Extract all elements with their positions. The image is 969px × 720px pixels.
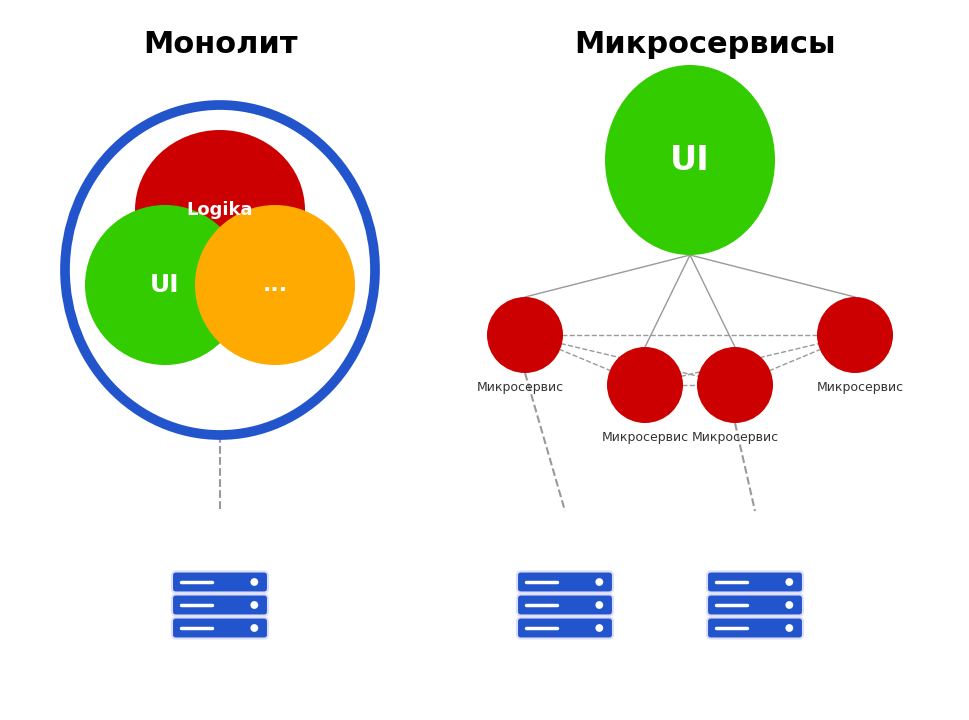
Circle shape: [785, 624, 793, 632]
FancyBboxPatch shape: [516, 618, 612, 639]
Circle shape: [195, 205, 355, 365]
FancyBboxPatch shape: [172, 595, 267, 616]
Text: Микросервис: Микросервис: [691, 431, 778, 444]
Circle shape: [85, 205, 245, 365]
Circle shape: [816, 297, 892, 373]
FancyBboxPatch shape: [706, 595, 802, 616]
FancyBboxPatch shape: [706, 572, 802, 593]
Circle shape: [250, 578, 258, 586]
FancyBboxPatch shape: [706, 618, 802, 639]
Circle shape: [595, 601, 603, 609]
Text: Микросервис: Микросервис: [601, 431, 688, 444]
Circle shape: [785, 601, 793, 609]
Text: Микросервисы: Микросервисы: [574, 30, 835, 59]
Circle shape: [607, 347, 682, 423]
Circle shape: [250, 601, 258, 609]
FancyBboxPatch shape: [516, 595, 612, 616]
Circle shape: [486, 297, 562, 373]
Text: UI: UI: [150, 273, 179, 297]
Circle shape: [595, 578, 603, 586]
Circle shape: [250, 624, 258, 632]
Ellipse shape: [605, 65, 774, 255]
FancyBboxPatch shape: [172, 618, 267, 639]
Circle shape: [697, 347, 772, 423]
Text: Монолит: Монолит: [142, 30, 297, 59]
Text: Микросервис: Микросервис: [476, 381, 563, 394]
Text: ...: ...: [263, 275, 287, 295]
Ellipse shape: [135, 130, 304, 290]
Circle shape: [595, 624, 603, 632]
Text: Logika: Logika: [187, 201, 253, 219]
Text: Микросервис: Микросервис: [816, 381, 903, 394]
FancyBboxPatch shape: [172, 572, 267, 593]
Text: UI: UI: [670, 143, 709, 176]
FancyBboxPatch shape: [516, 572, 612, 593]
Circle shape: [785, 578, 793, 586]
